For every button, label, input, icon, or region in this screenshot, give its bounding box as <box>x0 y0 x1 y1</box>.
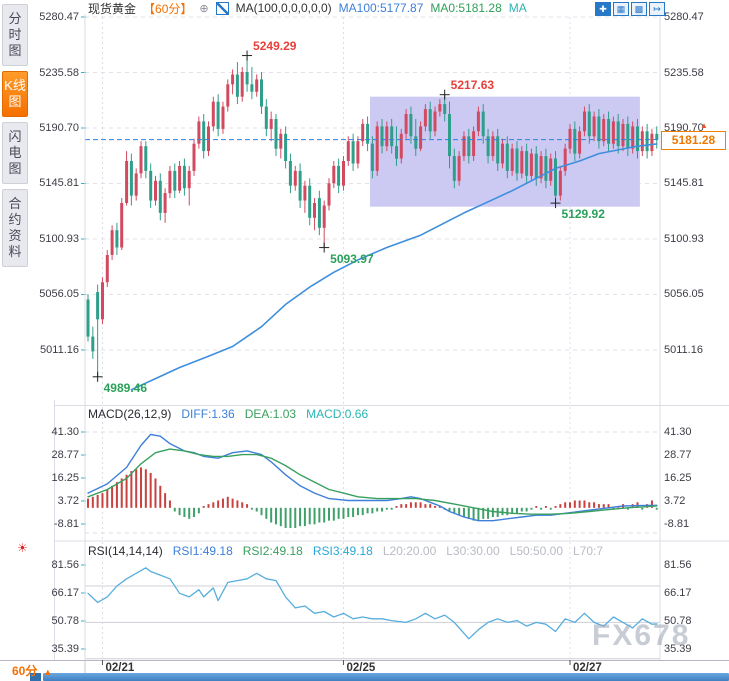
rsi-l30-label: L30:30.00 <box>446 544 500 558</box>
main-axis-tick-left: 5280.47 <box>39 11 79 23</box>
period-selector[interactable]: 60分 ▲ <box>12 662 52 679</box>
ma100-value-label: MA100:5177.87 <box>338 1 424 15</box>
period-dropdown-icon: ▲ <box>43 667 53 677</box>
macd-axis-tick-right: 16.25 <box>664 471 692 484</box>
sidebar-item-contract-info[interactable]: 合约资料 <box>2 189 28 267</box>
chart-tool-icons: ✚ ▦ ▩ ↦ <box>595 2 665 16</box>
rsi-title: RSI(14,14,14) <box>88 544 163 558</box>
rsi-axis-tick-left: 66.17 <box>51 587 79 599</box>
main-axis-tick-right: 5011.16 <box>664 343 703 356</box>
main-axis-tick-left: 5011.16 <box>40 343 79 356</box>
macd-dea-value: DEA:1.03 <box>244 407 297 421</box>
rsi-header: RSI(14,14,14) RSI1:49.18 RSI2:49.18 RSI3… <box>88 544 603 558</box>
time-axis-label: 02/27 <box>573 662 602 674</box>
macd-axis-tick-right: 28.77 <box>664 449 692 461</box>
expand-icon[interactable]: ⊕ <box>199 2 209 15</box>
zoom-area-icon[interactable]: ▦ <box>613 2 629 16</box>
rsi-axis-tick-right: 66.17 <box>664 587 692 599</box>
macd-axis-tick-left: -8.81 <box>53 517 79 530</box>
scrollbar-left-button[interactable] <box>30 673 41 681</box>
indicator-settings-icon[interactable]: ☀ <box>17 541 28 555</box>
sidebar-item-time-chart[interactable]: 分时图 <box>2 4 28 66</box>
macd-axis-tick-left: 41.30 <box>51 426 79 438</box>
ma-formula-label: MA(100,0,0,0,0,0) <box>235 1 332 15</box>
macd-axis-tick-left: 28.77 <box>51 449 79 461</box>
rsi-axis-tick-right: 35.39 <box>664 643 692 655</box>
price-annotation: 5129.92 <box>561 207 605 222</box>
sidebar-item-flash-chart[interactable]: 闪电图 <box>2 122 28 184</box>
rsi-l50-label: L50:50.00 <box>509 544 564 558</box>
main-axis-tick-right: 5190.70 <box>664 121 704 134</box>
macd-macd-value: MACD:0.66 <box>306 407 369 421</box>
price-annotation: 5249.29 <box>253 38 297 53</box>
period-label: 60分 <box>12 664 38 678</box>
watermark: FX678 <box>592 619 691 652</box>
macd-title: MACD(26,12,9) <box>88 407 172 421</box>
main-axis-tick-left: 5100.93 <box>39 232 79 245</box>
rsi-axis-tick-left: 81.56 <box>51 559 79 571</box>
main-axis-tick-right: 5235.58 <box>664 66 704 79</box>
main-axis-tick-right: 5056.05 <box>664 288 704 301</box>
macd-axis-tick-right: 3.72 <box>664 494 686 507</box>
current-price-badge: 5181.28 <box>661 131 726 150</box>
main-axis-tick-left: 5056.05 <box>39 288 79 301</box>
rsi1-value: RSI1:49.18 <box>172 544 233 558</box>
instrument-name: 现货黄金 <box>88 1 137 16</box>
rsi3-value: RSI3:49.18 <box>312 544 373 558</box>
macd-axis-tick-left: 16.25 <box>51 471 79 484</box>
pan-icon[interactable]: ✚ <box>595 2 611 16</box>
indicator-chart-icon <box>215 1 229 15</box>
period-tag[interactable]: 【60分】 <box>143 1 193 16</box>
sidebar-item-kline-chart[interactable]: K线图 <box>2 71 28 117</box>
rsi-axis-tick-left: 35.39 <box>51 643 79 655</box>
macd-axis-tick-left: 3.72 <box>57 494 79 507</box>
main-axis-tick-right: 5280.47 <box>664 11 704 23</box>
time-axis-label: 02/21 <box>105 662 135 674</box>
chart-type-sidebar: 分时图 K线图 闪电图 合约资料 <box>2 4 28 272</box>
rsi-axis-tick-right: 50.78 <box>664 615 692 627</box>
macd-diff-value: DIFF:1.36 <box>181 407 235 421</box>
rsi-l20-label: L20:20.00 <box>382 544 437 558</box>
main-axis-tick-right: 5100.93 <box>664 232 704 245</box>
main-axis-tick-left: 5190.70 <box>39 121 79 134</box>
rsi-axis-tick-left: 50.78 <box>51 615 79 627</box>
rsi-axis-tick-right: 81.56 <box>664 559 692 571</box>
chart-toolbar: 现货黄金 【60分】 ⊕ MA(100,0,0,0,0,0) MA100:517… <box>88 1 527 16</box>
price-annotation: 5217.63 <box>450 77 495 92</box>
macd-axis-tick-right: -8.81 <box>664 517 690 530</box>
price-up-arrow-icon: ▲ <box>700 121 708 130</box>
macd-axis-tick-right: 41.30 <box>664 426 692 438</box>
main-axis-tick-left: 5145.81 <box>39 177 79 190</box>
rsi-l70-label: L70:7 <box>573 544 604 558</box>
macd-header: MACD(26,12,9) DIFF:1.36 DEA:1.03 MACD:0.… <box>88 407 368 421</box>
price-annotation: 4989.46 <box>103 380 148 395</box>
horizontal-scrollbar[interactable] <box>43 673 729 681</box>
main-axis-tick-left: 5235.58 <box>39 66 79 79</box>
ma0-value-label: MA0:5181.28 <box>430 1 502 15</box>
axis-scale-icon[interactable]: ▩ <box>631 2 647 16</box>
ma-more-label: MA <box>508 1 527 15</box>
rsi2-value: RSI2:49.18 <box>242 544 303 558</box>
jump-latest-icon[interactable]: ↦ <box>649 2 665 16</box>
price-annotation: 5093.97 <box>330 251 374 266</box>
time-axis-label: 02/25 <box>346 662 376 674</box>
main-axis-tick-right: 5145.81 <box>664 177 704 190</box>
